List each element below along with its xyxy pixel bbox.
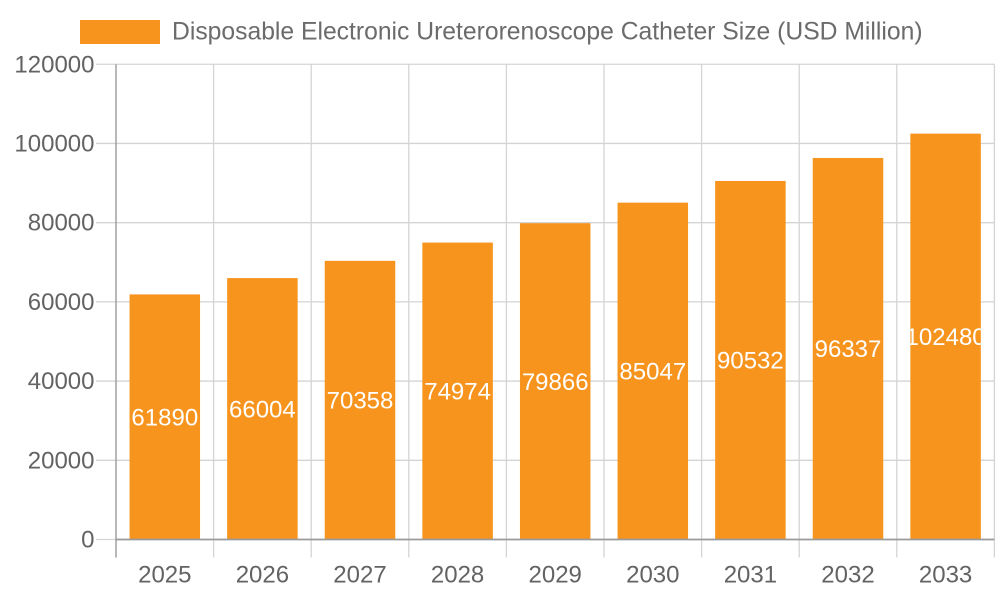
svg-text:90532: 90532 [717,348,784,375]
svg-text:2028: 2028 [431,561,484,588]
svg-text:61890: 61890 [131,404,198,431]
svg-text:2025: 2025 [138,561,191,588]
svg-text:20000: 20000 [28,447,95,474]
svg-text:2032: 2032 [821,561,874,588]
svg-text:2027: 2027 [333,561,386,588]
svg-text:2029: 2029 [529,561,582,588]
svg-text:102480: 102480 [906,324,986,351]
svg-text:74974: 74974 [424,379,491,406]
svg-text:70358: 70358 [327,388,394,415]
svg-text:2030: 2030 [626,561,679,588]
svg-text:85047: 85047 [619,359,686,386]
svg-text:2026: 2026 [236,561,289,588]
svg-text:60000: 60000 [28,289,95,316]
svg-text:0: 0 [81,527,94,554]
svg-text:100000: 100000 [14,130,94,157]
svg-text:80000: 80000 [28,210,95,237]
svg-text:79866: 79866 [522,369,589,396]
svg-text:96337: 96337 [815,336,882,363]
svg-text:40000: 40000 [28,368,95,395]
svg-text:120000: 120000 [14,51,94,78]
svg-text:66004: 66004 [229,396,296,423]
svg-text:2033: 2033 [919,561,972,588]
svg-text:Disposable Electronic Ureteror: Disposable Electronic Ureterorenoscope C… [172,19,923,46]
svg-text:2031: 2031 [724,561,777,588]
